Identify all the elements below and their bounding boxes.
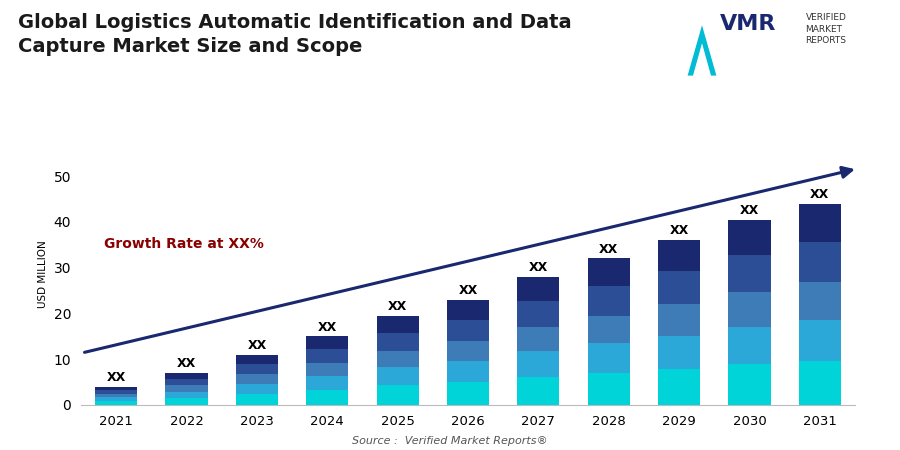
Bar [518, 301, 560, 327]
Text: Growth Rate at XX%: Growth Rate at XX% [104, 238, 264, 252]
Text: XX: XX [599, 243, 618, 256]
Bar [166, 392, 208, 398]
Bar [376, 316, 418, 333]
Bar [95, 394, 138, 397]
Bar [306, 336, 348, 349]
Bar [95, 387, 138, 390]
Bar [518, 351, 560, 377]
Bar [588, 373, 630, 405]
Bar [798, 203, 841, 242]
Bar [588, 315, 630, 343]
Bar [658, 240, 700, 271]
Bar [798, 361, 841, 405]
Bar [95, 390, 138, 394]
Bar [728, 220, 770, 255]
Text: Source :  Verified Market Reports®: Source : Verified Market Reports® [352, 436, 548, 446]
Bar [447, 320, 489, 341]
Bar [518, 327, 560, 351]
Bar [588, 258, 630, 286]
Bar [376, 385, 418, 405]
Bar [166, 379, 208, 386]
Bar [518, 377, 560, 405]
Text: XX: XX [458, 284, 478, 297]
Text: XX: XX [810, 188, 830, 201]
Bar [728, 327, 770, 364]
Bar [728, 255, 770, 292]
Bar [798, 242, 841, 282]
Bar [236, 364, 278, 374]
Bar [166, 398, 208, 405]
Bar [658, 305, 700, 336]
Bar [236, 374, 278, 384]
Bar [447, 382, 489, 405]
Text: XX: XX [740, 204, 759, 217]
Bar [658, 336, 700, 369]
Bar [518, 277, 560, 301]
Text: XX: XX [177, 357, 196, 370]
Bar [447, 361, 489, 382]
Bar [306, 376, 348, 390]
Bar [95, 401, 138, 405]
Bar [798, 320, 841, 361]
Bar [236, 394, 278, 405]
Bar [447, 300, 489, 319]
Text: Global Logistics Automatic Identification and Data
Capture Market Size and Scope: Global Logistics Automatic Identificatio… [18, 14, 572, 56]
Bar [376, 351, 418, 368]
Bar [306, 363, 348, 376]
Bar [728, 364, 770, 405]
Bar [376, 368, 418, 385]
Polygon shape [688, 25, 716, 76]
Text: XX: XX [388, 300, 408, 313]
Bar [798, 282, 841, 320]
Bar [95, 397, 138, 401]
Bar [658, 271, 700, 305]
Text: XX: XX [670, 225, 688, 238]
Bar [166, 373, 208, 379]
Bar [306, 349, 348, 363]
Bar [236, 384, 278, 394]
Bar [658, 369, 700, 405]
Bar [447, 341, 489, 361]
Bar [166, 386, 208, 392]
Bar [376, 333, 418, 351]
Y-axis label: USD MILLION: USD MILLION [38, 241, 48, 308]
Text: XX: XX [528, 261, 548, 274]
Bar [236, 355, 278, 364]
Bar [306, 390, 348, 405]
Text: XX: XX [248, 339, 266, 352]
Bar [588, 343, 630, 373]
Text: XX: XX [318, 320, 337, 333]
Text: VMR: VMR [720, 14, 777, 33]
Bar [728, 292, 770, 327]
Text: VERIFIED
MARKET
REPORTS: VERIFIED MARKET REPORTS [806, 14, 847, 45]
Bar [588, 286, 630, 315]
Text: XX: XX [106, 371, 126, 384]
